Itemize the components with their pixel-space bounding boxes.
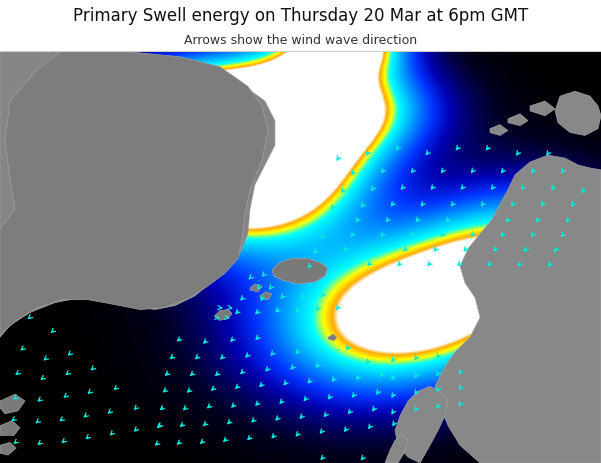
Polygon shape: [0, 52, 275, 337]
Polygon shape: [555, 91, 601, 136]
Polygon shape: [215, 310, 232, 320]
Polygon shape: [0, 442, 16, 455]
Polygon shape: [0, 421, 20, 436]
Text: Arrows show the wind wave direction: Arrows show the wind wave direction: [184, 34, 417, 47]
Polygon shape: [395, 386, 448, 463]
Polygon shape: [435, 155, 601, 463]
Polygon shape: [250, 284, 262, 292]
Polygon shape: [260, 292, 272, 300]
Polygon shape: [508, 114, 528, 125]
Polygon shape: [0, 52, 268, 337]
Polygon shape: [272, 258, 328, 284]
Polygon shape: [385, 433, 408, 463]
Polygon shape: [0, 394, 25, 414]
Polygon shape: [490, 125, 508, 136]
Text: Primary Swell energy on Thursday 20 Mar at 6pm GMT: Primary Swell energy on Thursday 20 Mar …: [73, 6, 528, 25]
Polygon shape: [328, 334, 337, 341]
Polygon shape: [530, 101, 555, 116]
